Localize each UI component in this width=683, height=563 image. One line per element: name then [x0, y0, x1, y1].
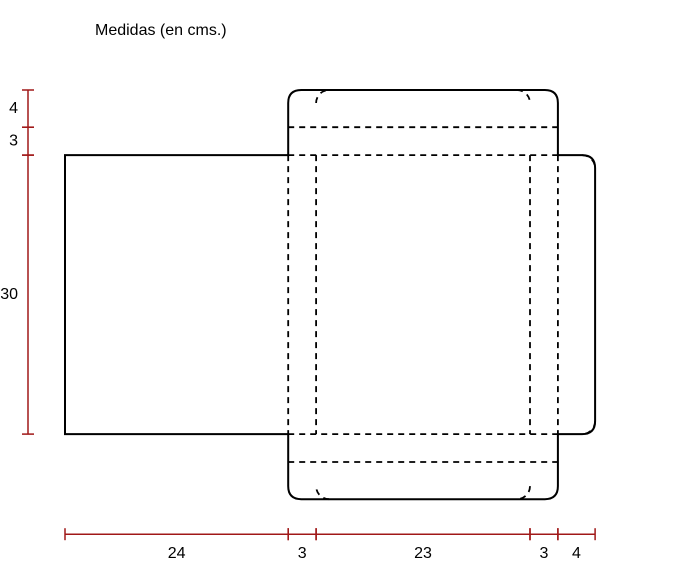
dim-label-y: 30: [0, 286, 18, 303]
title-text: Medidas (en cms.): [95, 22, 227, 39]
dim-label-x: 4: [572, 545, 581, 562]
dim-label-x: 3: [539, 545, 548, 562]
fold-arc-top-l: [316, 90, 329, 103]
dim-label-x: 3: [298, 545, 307, 562]
fold-arc-bot-l: [316, 486, 329, 499]
dim-label-x: 24: [168, 545, 186, 562]
net-outline: [65, 90, 595, 499]
fold-arc-bot-r: [517, 486, 530, 499]
dim-label-y: 3: [9, 132, 18, 149]
dim-label-x: 23: [414, 545, 432, 562]
dim-label-y: 4: [9, 100, 18, 117]
fold-arc-top-r: [517, 90, 530, 103]
